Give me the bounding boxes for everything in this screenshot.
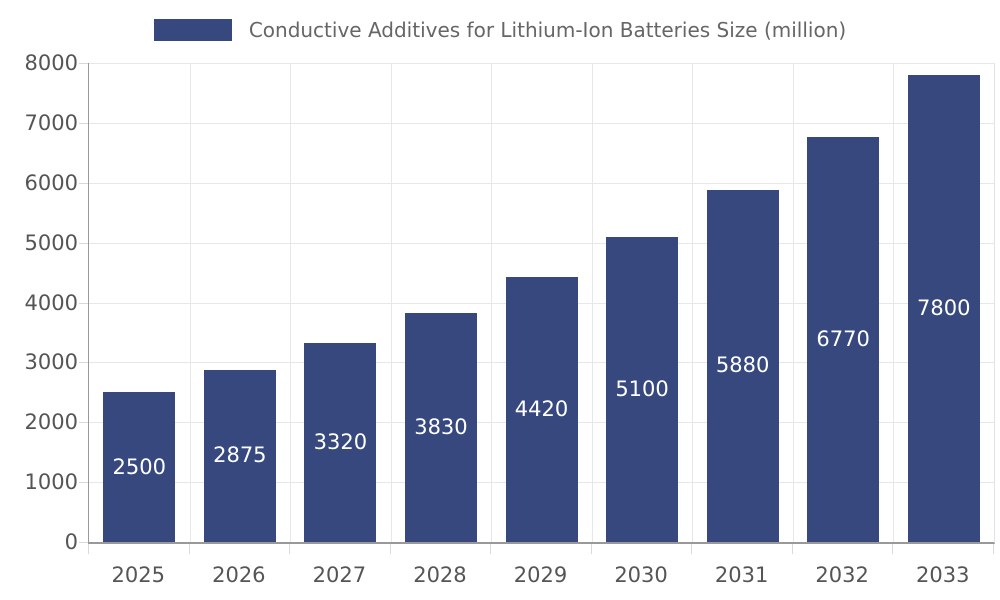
x-tick-label: 2032 [815,563,869,587]
gridline-vertical [390,63,392,542]
gridline-vertical [591,63,593,542]
y-tick-mark [79,242,88,244]
bar: 7800 [907,74,980,542]
x-tick-label: 2028 [413,563,467,587]
x-tick-mark [590,544,592,554]
bar: 3320 [304,343,377,542]
y-tick-label: 4000 [24,290,78,315]
bar: 2500 [103,392,176,542]
x-tick-label: 2026 [212,563,266,587]
y-tick-mark [79,422,88,424]
x-tick-mark [791,544,793,554]
x-tick-mark [691,544,693,554]
y-tick-mark [79,542,88,543]
bar-value-label: 5100 [615,376,669,401]
y-tick-mark [79,302,88,304]
y-tick-mark [79,122,88,124]
bar: 2875 [203,369,276,542]
y-tick-label: 8000 [24,51,78,75]
bar: 5880 [706,189,779,542]
x-tick-mark [389,544,391,554]
x-tick-mark [188,544,190,554]
gridline-horizontal [89,122,994,124]
bar: 5100 [606,236,679,542]
x-tick-mark [289,544,291,554]
bar: 6770 [807,136,880,542]
gridline-horizontal [89,182,994,184]
y-tick-mark [79,182,88,184]
y-tick-mark [79,63,88,64]
x-tick-label: 2030 [614,563,668,587]
bar-value-label: 5880 [715,353,770,378]
x-tick-mark [490,544,492,554]
bar: 4420 [505,277,578,542]
legend: Conductive Additives for Lithium-Ion Bat… [0,18,1000,42]
gridline-vertical [491,63,493,542]
bar-value-label: 3830 [414,414,468,439]
y-tick-label: 5000 [24,230,78,255]
bar-value-label: 4420 [514,397,569,422]
plot-area: 2500 2875 3320 3830 4420 5100 5880 6770 7800 [88,63,995,544]
x-tick-label: 2033 [915,563,970,587]
x-tick-label: 2031 [714,563,769,587]
y-tick-label: 6000 [24,170,78,195]
bar-value-label: 7800 [916,295,971,320]
gridline-vertical [792,63,794,542]
y-tick-mark [79,362,88,364]
gridline-vertical [893,63,895,542]
legend-label: Conductive Additives for Lithium-Ion Bat… [248,18,847,42]
gridline-vertical [692,63,694,542]
x-tick-label: 2029 [513,563,568,587]
gridline-vertical [189,63,191,542]
bar-value-label: 2875 [213,443,267,468]
y-tick-mark [79,482,88,484]
bar-value-label: 6770 [816,326,870,351]
y-tick-label: 0 [64,530,78,554]
y-tick-label: 1000 [24,470,78,495]
bar-value-label: 2500 [112,454,166,479]
x-tick-label: 2027 [312,563,367,587]
x-tick-mark [892,544,894,554]
gridline-horizontal [89,63,994,64]
bar-value-label: 3320 [313,430,368,455]
x-tick-mark [88,544,89,554]
y-tick-label: 3000 [24,350,78,375]
gridline-vertical [290,63,292,542]
bar: 3830 [404,312,477,542]
gridline-horizontal [89,242,994,244]
x-tick-label: 2025 [111,563,165,587]
legend-swatch [153,19,232,41]
y-tick-label: 2000 [24,410,78,435]
y-tick-label: 7000 [24,110,78,135]
x-tick-mark [993,544,994,554]
